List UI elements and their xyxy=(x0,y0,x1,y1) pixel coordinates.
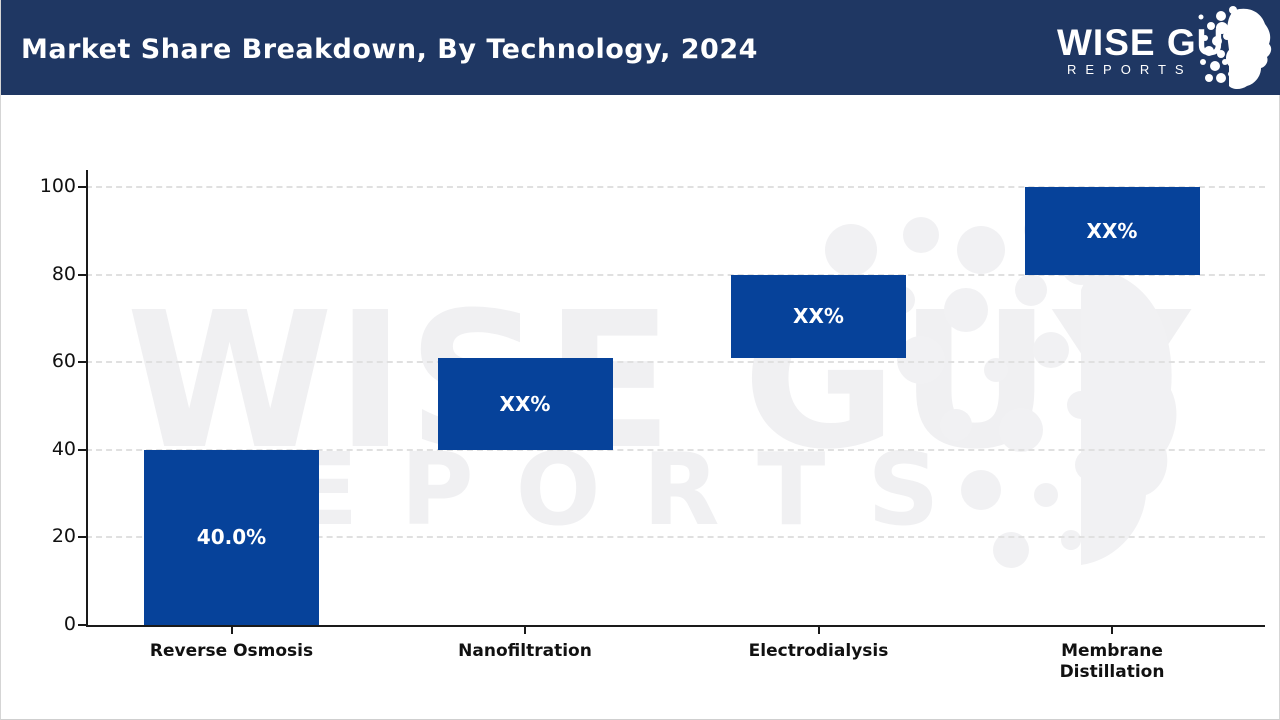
wise-guy-logo: WISE GUY REPORTS xyxy=(1021,0,1272,95)
bar-value-label: XX% xyxy=(1086,218,1138,243)
x-tick xyxy=(230,627,233,634)
page-title: Market Share Breakdown, By Technology, 2… xyxy=(21,34,758,65)
y-tick xyxy=(78,186,86,188)
bar-value-label: XX% xyxy=(793,304,844,329)
logo-face-icon xyxy=(1198,6,1272,90)
gridline-100 xyxy=(86,186,1265,188)
bar-1 xyxy=(144,449,319,625)
y-tick xyxy=(78,273,86,276)
y-tick-label: 40 xyxy=(51,437,76,460)
x-category-label: Reverse Osmosis xyxy=(149,641,314,661)
gridline-60 xyxy=(86,361,1265,364)
x-category-label: Membrane Distillation xyxy=(1059,641,1165,683)
y-tick-label: 0 xyxy=(63,613,76,635)
bar-value-label: XX% xyxy=(499,391,551,416)
bar-2 xyxy=(437,357,613,450)
gridline-40 xyxy=(86,448,1265,451)
x-tick xyxy=(817,627,820,634)
gridline-20 xyxy=(86,536,1265,539)
y-tick-label: 20 xyxy=(51,525,76,548)
logo-subtitle: REPORTS xyxy=(1067,62,1193,77)
x-tick xyxy=(1111,627,1113,634)
x-category-label: Electrodialysis xyxy=(748,641,889,661)
y-tick xyxy=(78,624,86,626)
y-axis-spine xyxy=(86,170,88,627)
gridline-80 xyxy=(86,273,1265,276)
x-category-label: Nanofiltration xyxy=(458,641,592,661)
y-tick-label: 100 xyxy=(39,175,76,197)
y-tick-label: 80 xyxy=(51,262,76,285)
x-tick xyxy=(524,627,526,634)
y-tick xyxy=(78,448,86,451)
y-tick xyxy=(78,536,86,539)
y-tick xyxy=(78,361,86,364)
header: Market Share Breakdown, By Technology, 2… xyxy=(1,0,1280,95)
bar-3 xyxy=(731,274,906,358)
bar-4 xyxy=(1024,187,1200,275)
y-tick-label: 60 xyxy=(51,350,76,373)
x-axis-spine xyxy=(86,625,1265,627)
bar-value-label: 40.0% xyxy=(196,525,267,550)
